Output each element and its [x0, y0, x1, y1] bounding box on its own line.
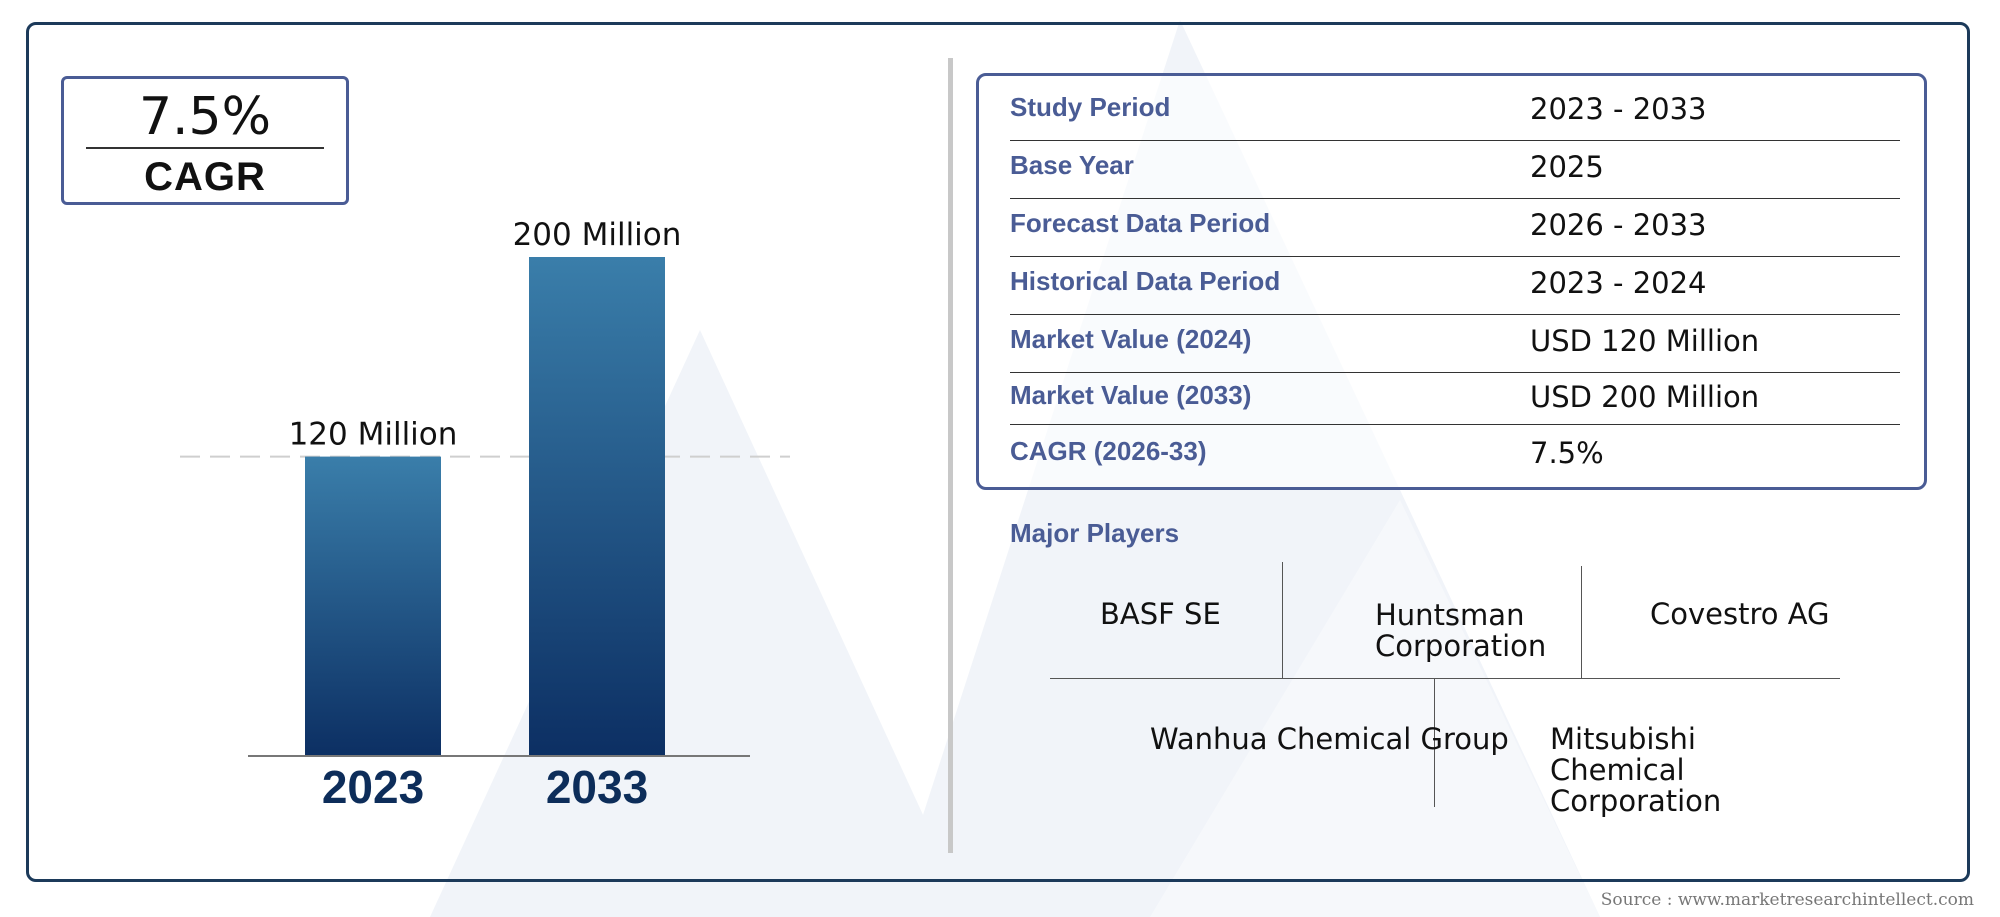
row-rule [1010, 140, 1900, 141]
bar-data-label: 120 Million [289, 417, 458, 453]
panel-divider [948, 58, 953, 853]
player-huntsman: Huntsman Corporation [1375, 598, 1547, 663]
bar-2033 [529, 257, 665, 756]
summary-row-value: USD 120 Million [1530, 324, 1760, 358]
source-credit: Source : www.marketresearchintellect.com [1600, 890, 1974, 910]
row-rule [1010, 256, 1900, 257]
row-rule [1010, 372, 1900, 373]
summary-row-label: Base Year [1010, 150, 1134, 180]
summary-row-label: Market Value (2033) [1010, 380, 1252, 410]
players-divider-v2 [1581, 566, 1582, 678]
player-mitsubishi: Mitsubishi Chemical Corporation [1550, 722, 1722, 818]
x-tick-label: 2033 [546, 761, 648, 813]
row-rule [1010, 424, 1900, 425]
row-rule [1010, 314, 1900, 315]
x-tick-label: 2023 [322, 761, 424, 813]
summary-row-label: Market Value (2024) [1010, 324, 1252, 354]
players-divider-v1 [1282, 562, 1283, 678]
outer-frame [26, 22, 1970, 882]
summary-row-value: 2025 [1530, 150, 1604, 184]
summary-row-value: 2023 - 2033 [1530, 92, 1707, 126]
player-basf: BASF SE [1100, 597, 1221, 631]
player-covestro: Covestro AG [1650, 597, 1830, 631]
cagr-value: 7.5% [138, 87, 272, 147]
summary-row-label: Historical Data Period [1010, 266, 1281, 296]
summary-row-value: 2026 - 2033 [1530, 208, 1707, 242]
row-rule [1010, 198, 1900, 199]
summary-row-value: USD 200 Million [1530, 380, 1760, 414]
major-players-title: Major Players [1010, 518, 1180, 548]
summary-row-label: CAGR (2026-33) [1010, 436, 1207, 466]
cagr-divider [86, 147, 324, 149]
bar-data-label: 200 Million [513, 217, 682, 253]
players-divider-h [1050, 678, 1840, 679]
summary-row-label: Forecast Data Period [1010, 208, 1271, 238]
summary-row-label: Study Period [1010, 92, 1171, 122]
summary-table: Study Period 2023 - 2033 Base Year 2025 Fore… [976, 73, 1927, 490]
player-wanhua: Wanhua Chemical Group [1150, 722, 1509, 756]
players-divider-v3 [1434, 679, 1435, 807]
cagr-label: CAGR [144, 155, 266, 199]
bar-2023 [305, 456, 441, 756]
cagr-badge: 7.5% CAGR [61, 76, 349, 205]
summary-row-value: 2023 - 2024 [1530, 266, 1707, 300]
summary-row-value: 7.5% [1530, 436, 1604, 470]
